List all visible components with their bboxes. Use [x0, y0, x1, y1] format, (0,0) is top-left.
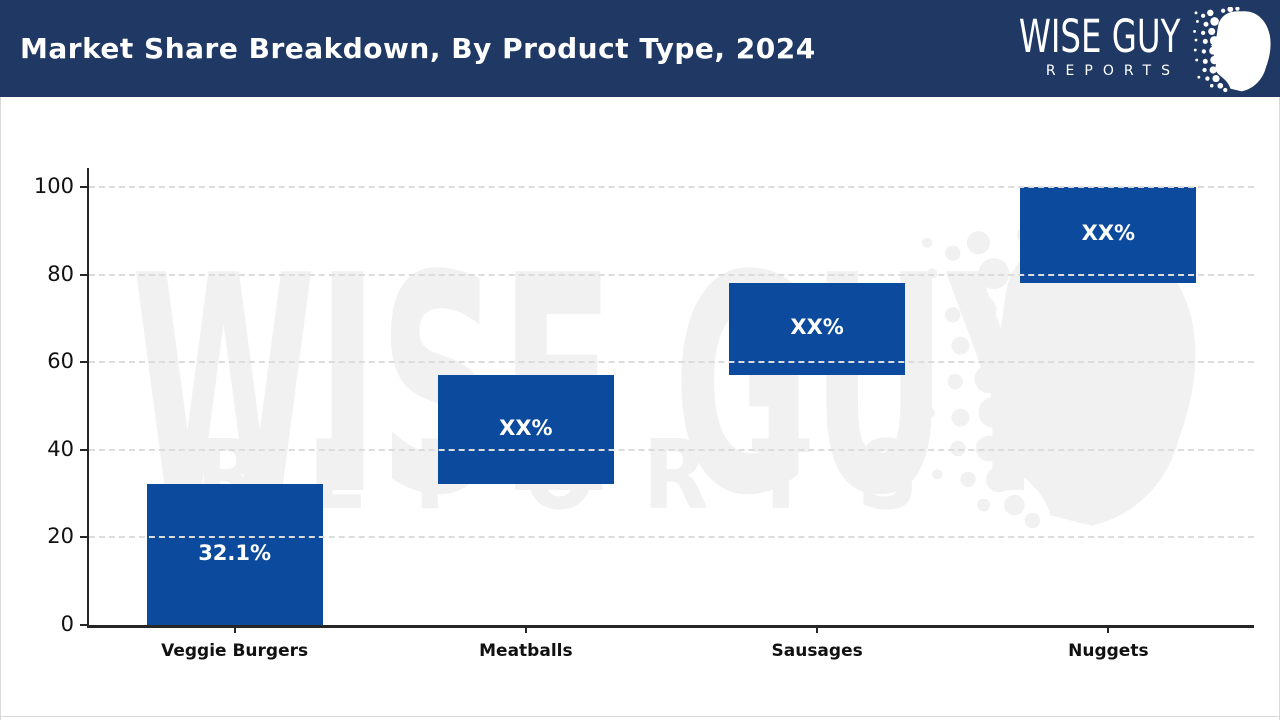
x-axis-line: [87, 625, 1254, 628]
bar-nuggets: [1020, 187, 1197, 284]
x-axis-tick: [524, 625, 527, 633]
bar-sausages: [729, 283, 906, 376]
x-axis-tick: [1107, 625, 1110, 633]
x-axis-tick-label: Meatballs: [479, 641, 573, 661]
gridline-100: [89, 186, 1254, 188]
page-bottom-border: [1, 716, 1280, 717]
y-axis-tick: [80, 186, 89, 188]
bar-meatballs: [437, 375, 614, 485]
brand-subtext: REPORTS: [1045, 63, 1180, 79]
x-axis-tick-label: Veggie Burgers: [161, 641, 309, 661]
header-bar: Market Share Breakdown, By Product Type,…: [0, 0, 1280, 97]
brand-logo: WISE GUY REPORTS: [1010, 0, 1280, 97]
x-axis-tick: [233, 625, 236, 633]
bar-veggie-burgers: [146, 484, 323, 625]
y-axis-tick-label: 40: [47, 436, 74, 461]
dotted-face-profile-icon: [1186, 6, 1280, 93]
chart-canvas: WISE GUY REPORTS 32.1%XX%XX%XX%020406080…: [0, 97, 1280, 720]
y-axis-tick-label: 20: [47, 524, 74, 549]
x-axis-tick: [816, 625, 819, 633]
y-axis-tick-label: 80: [47, 261, 74, 286]
y-axis-tick: [80, 273, 89, 276]
x-axis-tick-label: Nuggets: [1068, 641, 1149, 661]
bar-value-label: XX%: [499, 415, 553, 440]
y-axis-tick: [80, 448, 89, 451]
y-axis-tick: [80, 624, 89, 626]
gridline-60: [89, 361, 1254, 364]
bar-value-label: XX%: [790, 315, 844, 340]
bar-value-label: XX%: [1081, 221, 1136, 246]
gridline-40: [89, 448, 1254, 451]
x-axis-tick-label: Sausages: [771, 641, 863, 661]
brand-logo-text: WISE GUY REPORTS: [956, 10, 1180, 80]
y-axis-tick: [80, 536, 89, 539]
y-axis-tick-label: 0: [60, 612, 74, 636]
page-title: Market Share Breakdown, By Product Type,…: [20, 32, 816, 65]
gridline-80: [89, 273, 1254, 276]
dotted-face-profile-watermark: [891, 219, 1251, 531]
y-axis-tick-label: 100: [33, 174, 74, 198]
gridline-20: [89, 536, 1254, 539]
y-axis-line: [87, 168, 89, 628]
bar-value-label: 32.1%: [198, 540, 272, 565]
brand-wordmark: WISE GUY: [1018, 10, 1180, 63]
y-axis-tick: [80, 361, 89, 364]
y-axis-tick-label: 60: [47, 349, 74, 374]
